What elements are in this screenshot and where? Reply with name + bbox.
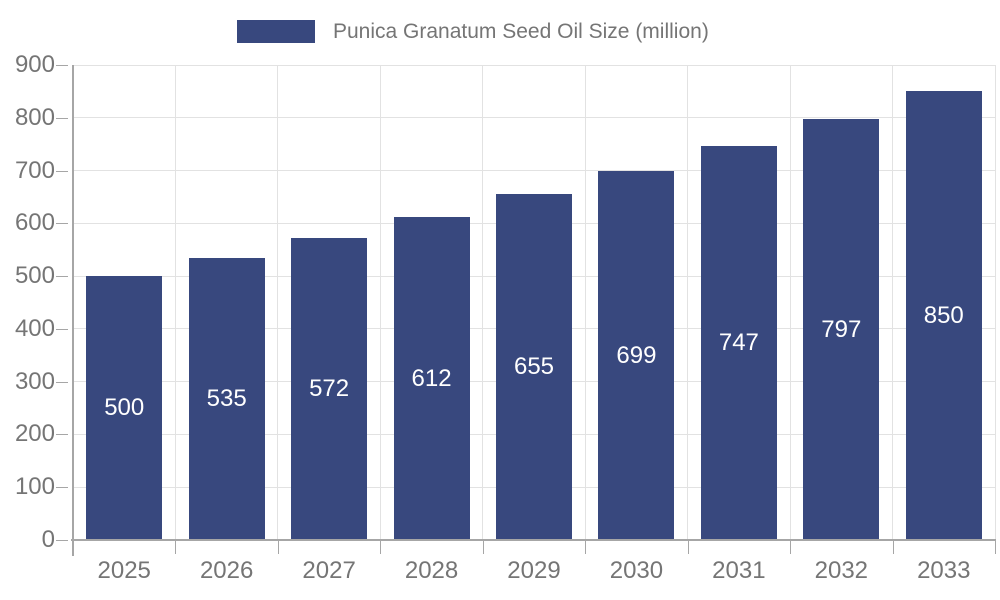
y-axis-line [72, 65, 74, 556]
gridline-vertical [994, 65, 996, 540]
y-axis-tick [56, 487, 68, 489]
gridline-vertical [892, 65, 894, 540]
y-axis-tick-label: 200 [14, 420, 55, 448]
x-axis-label: 2033 [917, 557, 971, 584]
x-axis-tick [175, 541, 177, 554]
y-axis-tick-label: 0 [41, 526, 55, 553]
bar-2028[interactable]: 612 [393, 217, 470, 540]
y-axis-tick [56, 276, 68, 278]
legend[interactable]: Punica Granatum Seed Oil Size (million) [237, 20, 709, 43]
x-axis-tick [73, 541, 74, 554]
x-axis-label: 2030 [609, 557, 664, 584]
y-axis-tick-label: 900 [14, 51, 55, 78]
x-axis-tick [687, 541, 689, 554]
x-axis-tick [995, 541, 996, 554]
x-axis-label: 2027 [302, 557, 356, 584]
bar-2030[interactable]: 699 [598, 171, 675, 540]
y-axis-tick [56, 328, 68, 330]
y-axis-tick [56, 434, 68, 436]
y-axis-tick-label: 500 [14, 262, 55, 290]
bar-2031[interactable]: 747 [700, 145, 777, 540]
bar-value-label: 535 [206, 384, 247, 412]
x-axis-tick [790, 541, 792, 554]
gridline-vertical [789, 65, 791, 540]
bar-value-label: 612 [411, 364, 452, 392]
legend-label: Punica Granatum Seed Oil Size (million) [333, 20, 709, 43]
y-axis-tick [56, 381, 68, 383]
x-axis-label: 2029 [507, 557, 561, 584]
x-axis-line [71, 539, 996, 541]
gridline-vertical [277, 65, 279, 540]
x-axis-tick [892, 541, 894, 554]
x-axis-tick [585, 541, 587, 554]
gridline-horizontal [73, 170, 995, 172]
gridline-vertical [482, 65, 484, 540]
y-axis-tick-label: 300 [14, 367, 55, 395]
gridline-vertical [174, 65, 176, 540]
bar-value-label: 850 [923, 301, 964, 329]
bar-2029[interactable]: 655 [496, 194, 572, 540]
gridline-vertical [584, 65, 586, 540]
plot-area: 500 535 572 612 655 699 747 797 850 [73, 64, 996, 540]
bar-value-label: 500 [104, 394, 145, 422]
bar-value-label: 572 [309, 375, 350, 403]
x-axis-tick [277, 541, 279, 554]
y-axis-tick [56, 170, 68, 172]
y-axis-tick [56, 117, 68, 119]
gridline-vertical [687, 65, 689, 540]
gridline-horizontal [73, 64, 995, 66]
y-axis-tick-label: 600 [14, 209, 55, 237]
bar-value-label: 747 [718, 328, 759, 356]
y-axis-tick-label: 100 [14, 473, 55, 501]
bar-2026[interactable]: 535 [188, 257, 265, 540]
x-axis-label: 2028 [404, 557, 459, 584]
y-axis-tick-label: 700 [14, 156, 55, 184]
gridline-vertical [379, 65, 381, 540]
x-axis-label: 2026 [199, 557, 254, 584]
x-axis-tick [482, 541, 484, 554]
y-axis-tick-label: 800 [14, 103, 55, 131]
y-axis-tick-label: 400 [14, 314, 55, 342]
legend-swatch [237, 20, 315, 43]
x-axis-label: 2032 [814, 557, 869, 584]
bar-value-label: 655 [513, 353, 555, 381]
x-axis-tick [380, 541, 382, 554]
x-axis-label: 2025 [97, 557, 151, 584]
bar-2033[interactable]: 850 [905, 91, 982, 540]
bar-2027[interactable]: 572 [291, 238, 368, 540]
gridline-horizontal [73, 117, 995, 119]
x-axis-label: 2031 [712, 557, 766, 584]
y-axis-tick [56, 540, 68, 541]
y-axis-tick [56, 65, 68, 66]
bar-2032[interactable]: 797 [803, 119, 880, 540]
bar-2025[interactable]: 500 [86, 276, 163, 540]
bar-value-label: 797 [821, 315, 862, 343]
y-axis-tick [56, 223, 68, 225]
bar-value-label: 699 [616, 341, 657, 369]
